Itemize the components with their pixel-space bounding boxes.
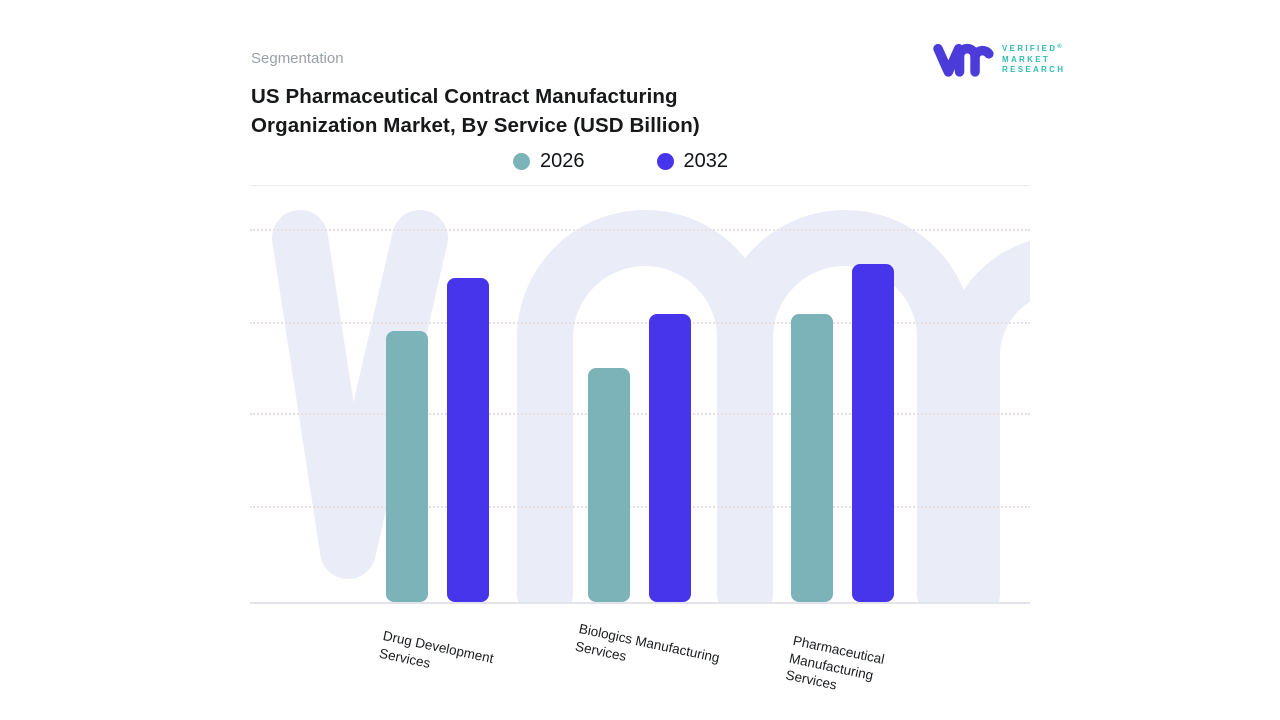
x-tick-biologics-manufacturing-services: Biologics Manufacturing Services xyxy=(574,620,721,666)
gridline xyxy=(250,506,1030,508)
x-tick-pharmaceutical-manufacturing-services: Pharmaceutical Manufacturing Services xyxy=(784,632,886,693)
chart-title: US Pharmaceutical Contract Manufacturing… xyxy=(251,85,700,137)
legend-swatch-2032-icon xyxy=(656,153,674,170)
bar-2026-biologics-manufacturing-services xyxy=(587,368,630,602)
legend-label-2032: 2032 xyxy=(683,150,729,172)
bar-2026-drug-development-services xyxy=(385,331,428,602)
legend-swatch-2026-icon xyxy=(513,153,530,170)
bar-2032-pharmaceutical-manufacturing-services xyxy=(851,264,894,602)
registered-mark: ® xyxy=(1057,44,1062,51)
gridline xyxy=(250,322,1030,324)
eyebrow-segmentation: Segmentation xyxy=(251,50,344,67)
bar-2032-drug-development-services xyxy=(446,278,489,602)
chart-plot-area xyxy=(250,185,1030,604)
verified-market-research-logo: VERIFIED® MARKET RESEARCH xyxy=(932,38,1065,80)
logo-wordmark: VERIFIED® MARKET RESEARCH xyxy=(1002,42,1065,76)
bar-2032-biologics-manufacturing-services xyxy=(648,314,691,602)
x-axis-labels: Drug Development Services Biologics Manu… xyxy=(0,604,1280,720)
vmr-monogram-icon xyxy=(933,43,994,77)
legend-item-2026: 2026 xyxy=(513,150,585,173)
logo-line-verified: VERIFIED xyxy=(1002,44,1058,54)
vmr-watermark-icon xyxy=(272,210,1030,602)
gridline xyxy=(250,229,1030,231)
gridline xyxy=(250,413,1030,415)
x-tick-drug-development-services: Drug Development Services xyxy=(378,627,495,671)
logo-line-research: RESEARCH xyxy=(1002,65,1066,75)
chart-legend: 2026 2032 xyxy=(513,150,728,173)
logo-line-market: MARKET xyxy=(1002,54,1051,64)
bar-2026-pharmaceutical-manufacturing-services xyxy=(790,314,833,602)
legend-item-2032: 2032 xyxy=(656,150,729,173)
legend-label-2026: 2026 xyxy=(540,150,585,172)
